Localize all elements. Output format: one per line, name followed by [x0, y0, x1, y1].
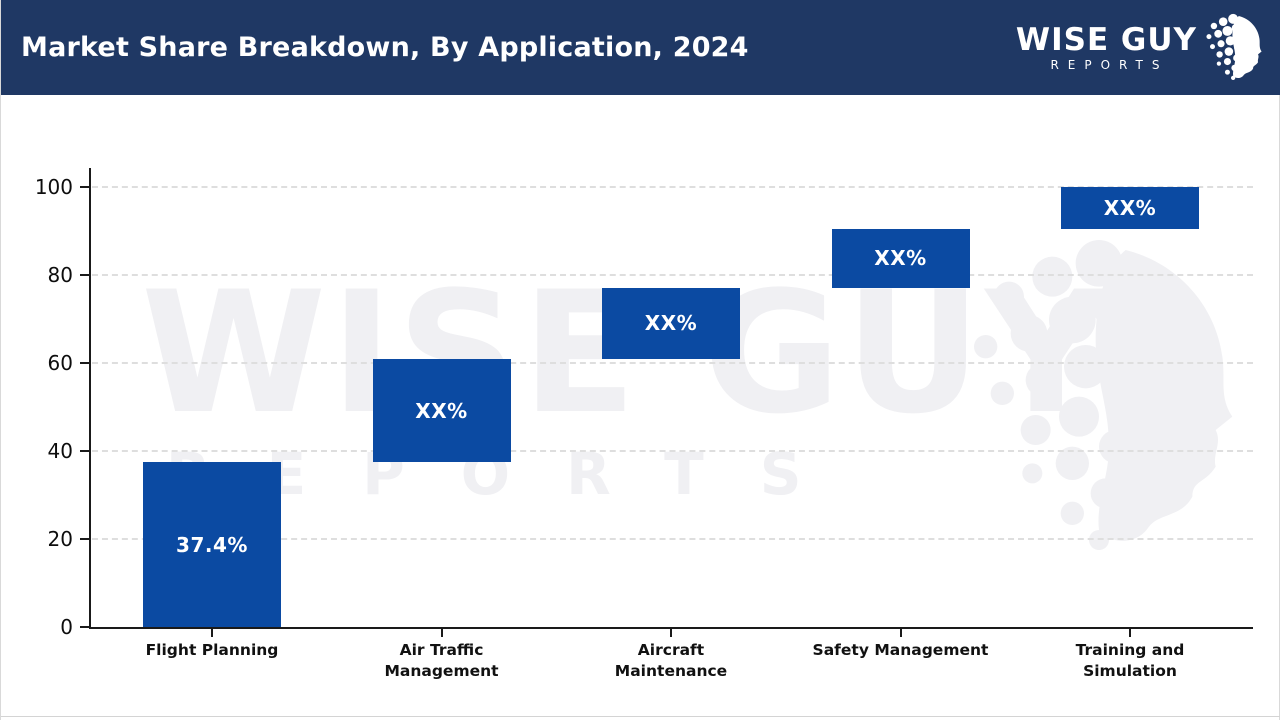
category-label-line: Training and [1075, 641, 1185, 659]
x-axis-line [89, 627, 1253, 629]
y-gridline-60 [92, 362, 1253, 364]
y-axis-tick-100 [80, 186, 89, 188]
category-label-line: Safety Management [812, 641, 989, 659]
logo-head-icon [1206, 13, 1262, 80]
y-axis-tick-label-100: 100 [34, 175, 73, 199]
header: Market Share Breakdown, By Application, … [1, 0, 1280, 95]
y-axis-tick-label-80: 80 [47, 263, 73, 287]
bar-value-label-flight-planning: 37.4% [176, 532, 248, 557]
y-gridline-20 [92, 538, 1253, 540]
category-label-line: Aircraft [637, 641, 705, 659]
bar-value-label-safety-management: XX% [874, 246, 927, 271]
bar-training-and-simulation: XX% [1061, 187, 1199, 229]
y-axis-tick-label-0: 0 [60, 615, 73, 639]
bar-aircraft-maintenance: XX% [602, 288, 740, 359]
y-axis-tick-60 [80, 362, 89, 364]
x-axis-category-label-aircraft-maintenance: Aircraft Maintenance [551, 640, 791, 682]
y-axis-tick-80 [80, 274, 89, 276]
x-axis-category-label-flight-planning: Flight Planning [92, 640, 332, 661]
x-axis-category-label-safety-management: Safety Management [781, 640, 1021, 661]
wise-guy-logo: WISE GUY REPORTS [1016, 12, 1263, 84]
y-gridline-80 [92, 274, 1253, 276]
page-title: Market Share Breakdown, By Application, … [21, 32, 749, 63]
y-axis-tick-0 [80, 626, 89, 628]
bar-value-label-air-traffic-management: XX% [415, 398, 468, 423]
category-label-line: Flight Planning [145, 641, 279, 659]
x-axis-category-label-air-traffic-management: Air Traffic Management [322, 640, 562, 682]
x-axis-category-label-training-and-simulation: Training and Simulation [1010, 640, 1250, 682]
y-axis-tick-20 [80, 538, 89, 540]
x-axis-tick-aircraft-maintenance [670, 629, 672, 637]
y-axis-line [89, 168, 91, 629]
y-gridline-40 [92, 450, 1253, 452]
y-gridline-100 [92, 186, 1253, 188]
bar-value-label-training-and-simulation: XX% [1103, 195, 1157, 220]
y-axis-tick-label-60: 60 [47, 351, 73, 375]
logo-wordmark-line1: WISE GUY [1015, 21, 1197, 58]
bar-safety-management: XX% [831, 228, 970, 289]
y-axis-tick-40 [80, 450, 89, 452]
x-axis-tick-air-traffic-management [440, 629, 443, 637]
x-axis-tick-flight-planning [211, 629, 213, 637]
x-axis-tick-training-and-simulation [1129, 629, 1131, 637]
bottom-rule [1, 716, 1280, 717]
bar-air-traffic-management: XX% [372, 358, 511, 463]
category-label-line: Management [384, 662, 499, 680]
logo-wordmark: WISE GUY REPORTS [1016, 24, 1197, 72]
y-axis-tick-label-40: 40 [47, 439, 73, 463]
category-label-line: Air Traffic [399, 641, 484, 659]
y-axis-tick-label-20: 20 [47, 527, 73, 551]
category-label-line: Maintenance [614, 662, 728, 680]
bar-value-label-aircraft-maintenance: XX% [644, 311, 698, 336]
category-label-line: Simulation [1083, 662, 1177, 680]
logo-wordmark-line2: REPORTS [1050, 57, 1169, 72]
x-axis-tick-safety-management [899, 629, 902, 637]
bar-flight-planning: 37.4% [143, 462, 281, 627]
